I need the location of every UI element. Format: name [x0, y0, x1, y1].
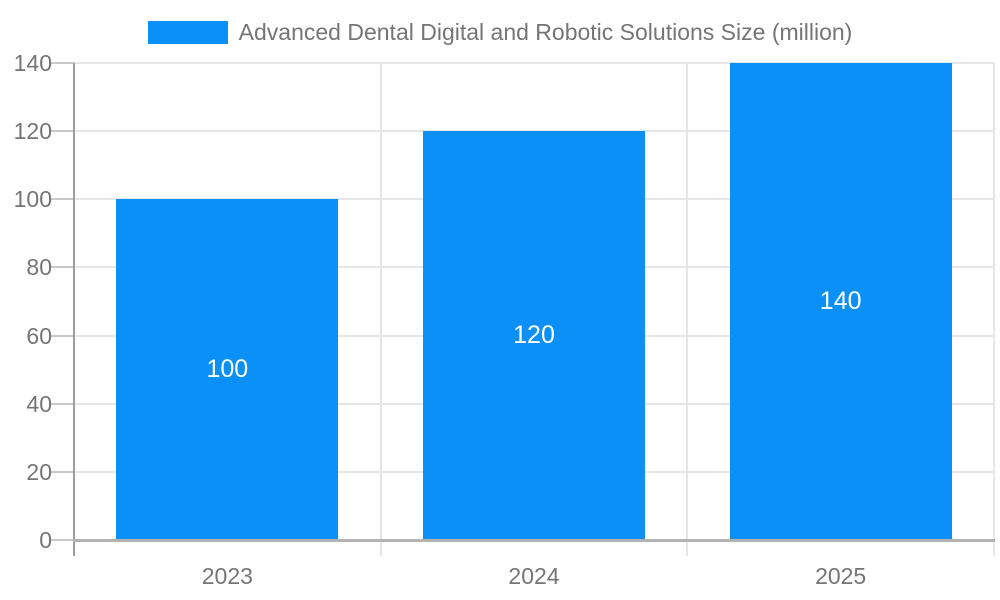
bar-2025[interactable]: 140	[729, 63, 952, 540]
y-axis-tick-label: 80	[26, 254, 52, 281]
plot-area: 100 120 140	[74, 62, 994, 541]
y-axis-tick-label: 140	[13, 50, 52, 76]
bar-value-label: 120	[513, 321, 555, 350]
y-axis-tick	[51, 539, 74, 541]
y-axis-tick-label: 120	[13, 118, 52, 145]
y-axis-tick-label: 60	[26, 322, 52, 349]
y-axis-tick	[51, 334, 74, 337]
x-gridline	[686, 63, 689, 556]
x-axis-tick-label: 2024	[508, 563, 560, 589]
y-axis-line	[73, 63, 75, 556]
y-axis-tick	[51, 266, 74, 269]
bar-value-label: 140	[819, 287, 862, 315]
x-axis-tick-label: 2023	[201, 563, 253, 589]
x-axis-line	[73, 539, 995, 542]
y-axis-tick	[51, 470, 74, 473]
bar-2024[interactable]: 120	[423, 131, 645, 540]
y-axis-tick	[51, 402, 74, 405]
y-gridline	[74, 130, 994, 133]
bar-2023[interactable]: 100	[116, 199, 339, 540]
x-gridline	[379, 63, 382, 556]
y-axis-tick-label: 20	[26, 458, 52, 485]
y-axis-tick-label: 40	[26, 390, 52, 417]
legend-color-swatch-icon	[147, 21, 228, 44]
y-axis-tick-label: 0	[39, 527, 52, 553]
x-axis-tick-label: 2025	[815, 563, 867, 589]
y-gridline	[74, 62, 994, 64]
bar-value-label: 100	[206, 355, 249, 384]
y-axis-tick	[51, 198, 74, 201]
y-axis-tick	[51, 62, 74, 64]
y-axis-tick-label: 100	[13, 186, 52, 213]
y-axis-tick	[51, 130, 74, 133]
legend-series-label: Advanced Dental Digital and Robotic Solu…	[238, 19, 853, 45]
legend: Advanced Dental Digital and Robotic Solu…	[0, 19, 1000, 46]
x-gridline	[993, 63, 995, 556]
legend-item[interactable]: Advanced Dental Digital and Robotic Solu…	[147, 19, 853, 46]
